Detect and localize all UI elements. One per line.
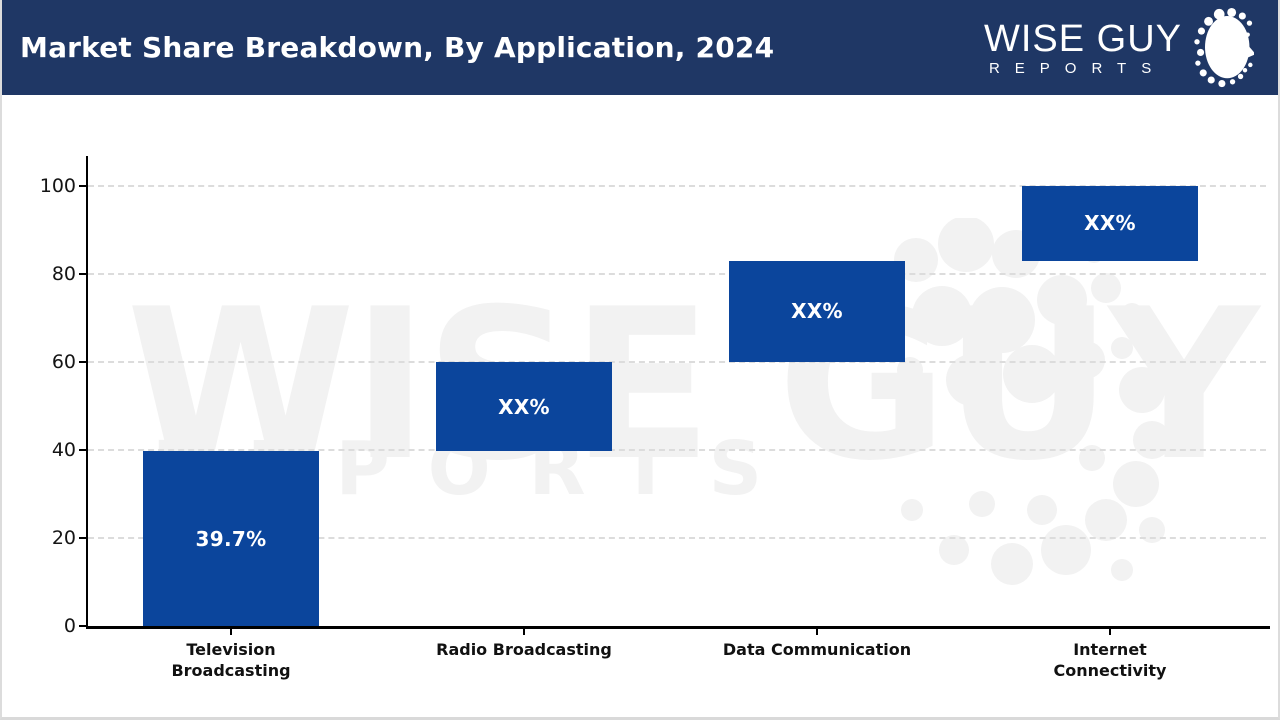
x-tick-mark xyxy=(816,627,818,635)
bar-value-label: XX% xyxy=(791,299,843,324)
bar: XX% xyxy=(729,260,905,362)
y-tick-label: 20 xyxy=(51,527,76,549)
bar: XX% xyxy=(1022,186,1198,261)
x-tick-mark xyxy=(1109,627,1111,635)
y-tick-mark xyxy=(79,537,86,539)
y-tick-label: 80 xyxy=(51,263,76,285)
y-tick-label: 40 xyxy=(51,439,76,461)
category-label: Radio Broadcasting xyxy=(436,640,612,659)
brand-tagline: REPORTS xyxy=(988,59,1167,77)
y-tick-mark xyxy=(79,449,86,451)
category-label: Internet Connectivity xyxy=(1053,640,1167,681)
y-tick-mark xyxy=(79,273,86,275)
y-tick-mark xyxy=(79,625,86,627)
bar: 39.7% xyxy=(143,451,319,626)
y-axis-line xyxy=(86,156,88,628)
bar-value-label: XX% xyxy=(1084,211,1136,236)
y-tick-label: 0 xyxy=(63,615,76,637)
y-tick-mark xyxy=(79,185,86,187)
page-title: Market Share Breakdown, By Application, … xyxy=(20,31,775,64)
category-label: Television Broadcasting xyxy=(171,640,291,681)
gridline xyxy=(88,537,1266,539)
gridline xyxy=(88,449,1266,451)
y-tick-label: 60 xyxy=(51,351,76,373)
bar-value-label: 39.7% xyxy=(195,526,267,551)
gridline xyxy=(88,273,1266,275)
brand-text: WISE GUY REPORTS xyxy=(984,20,1182,76)
gridline xyxy=(88,185,1266,187)
x-tick-mark xyxy=(230,627,232,635)
brand-name: WISE GUY xyxy=(983,17,1182,60)
x-tick-mark xyxy=(523,627,525,635)
y-tick-mark xyxy=(79,361,86,363)
category-label: Data Communication xyxy=(722,640,912,659)
header: Market Share Breakdown, By Application, … xyxy=(0,0,1280,95)
bar-value-label: XX% xyxy=(498,394,550,419)
brand-head-icon xyxy=(1194,7,1254,87)
bar: XX% xyxy=(436,362,612,452)
brand-logo: WISE GUY REPORTS xyxy=(984,7,1254,88)
x-axis-line xyxy=(86,626,1270,629)
gridline xyxy=(88,361,1266,363)
y-tick-label: 100 xyxy=(39,175,76,197)
